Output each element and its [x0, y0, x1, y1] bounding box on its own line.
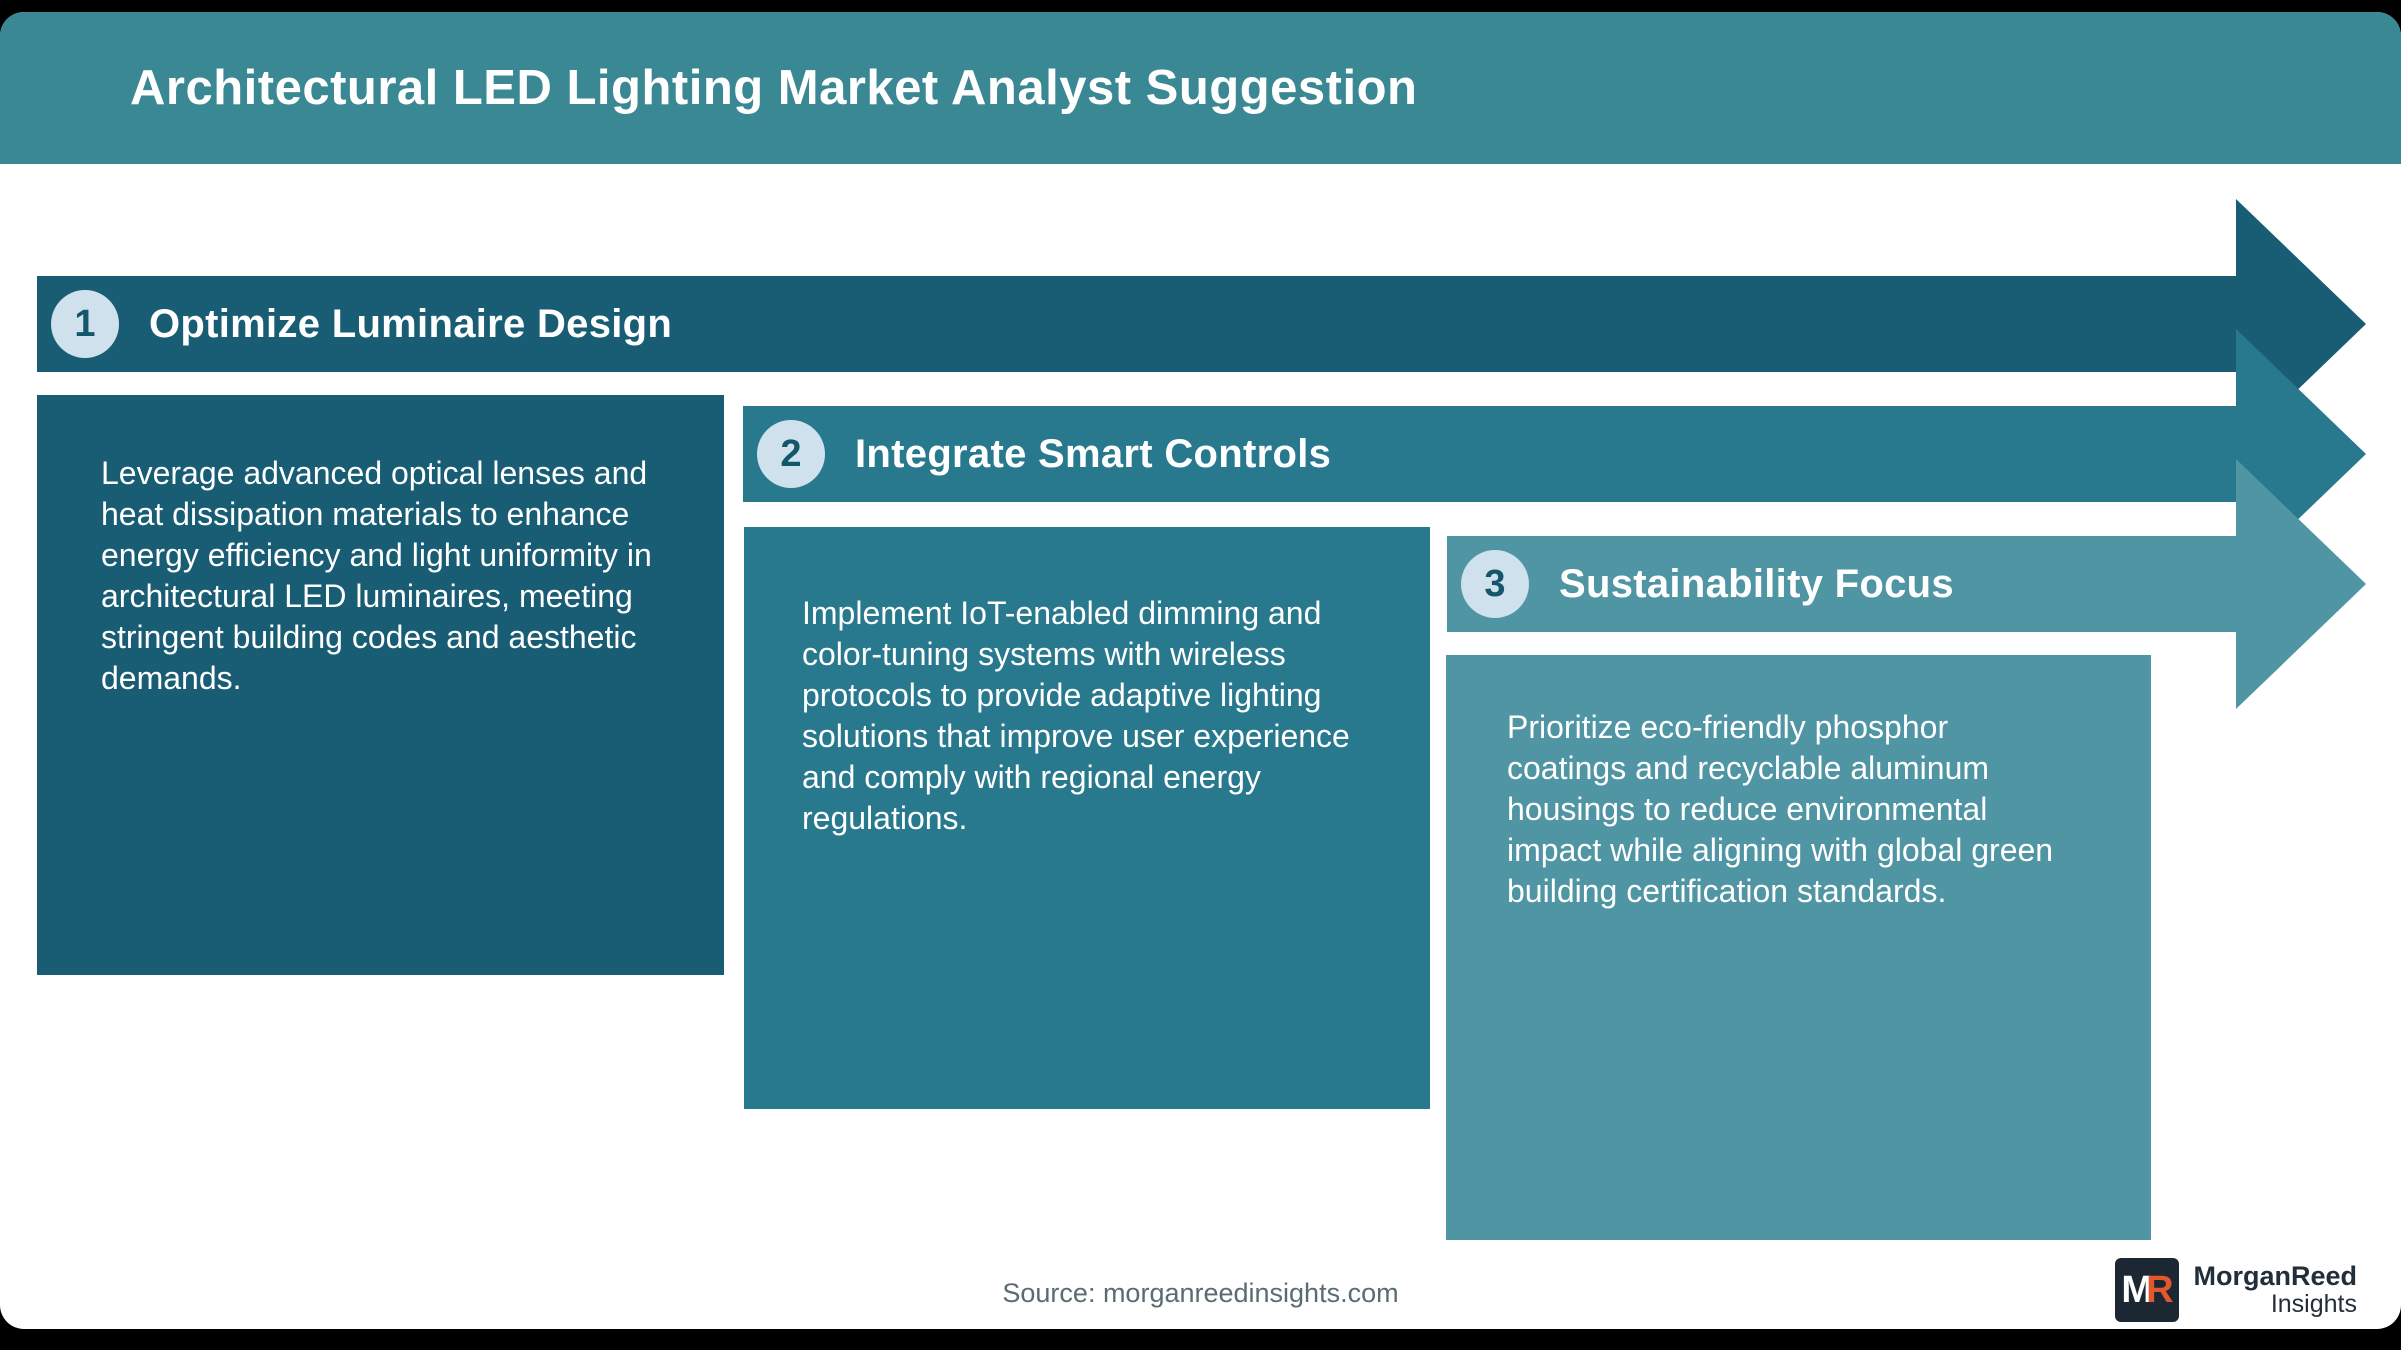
header-banner: Architectural LED Lighting Market Analys… — [0, 12, 2401, 164]
step-3-number: 3 — [1484, 562, 1506, 605]
source-text: Source: morganreedinsights.com — [1002, 1278, 1399, 1308]
step-2-arrow-band: 2 Integrate Smart Controls — [743, 406, 2236, 502]
logo-monogram-r: R — [2146, 1268, 2174, 1311]
brand-text: MorganReed Insights — [2193, 1260, 2357, 1319]
brand-logo: M R MorganReed Insights — [2115, 1258, 2357, 1322]
infographic-card: Architectural LED Lighting Market Analys… — [0, 12, 2401, 1329]
step-3-arrow-band: 3 Sustainability Focus — [1447, 536, 2236, 632]
logo-monogram-m: M — [2121, 1268, 2154, 1311]
step-3-number-badge: 3 — [1461, 550, 1529, 618]
step-2-description-box: Implement IoT-enabled dimming and color-… — [744, 527, 1430, 1109]
step-1-arrow-band: 1 Optimize Luminaire Design — [37, 276, 2236, 372]
step-1-number-badge: 1 — [51, 290, 119, 358]
step-2-number-badge: 2 — [757, 420, 825, 488]
step-2-description: Implement IoT-enabled dimming and color-… — [802, 595, 1350, 836]
brand-name: MorganReed — [2193, 1260, 2357, 1291]
step-2-number: 2 — [780, 432, 802, 475]
step-1-description: Leverage advanced optical lenses and hea… — [101, 455, 652, 696]
step-1-title: Optimize Luminaire Design — [149, 301, 673, 346]
brand-tagline: Insights — [2270, 1290, 2357, 1319]
step-1-number: 1 — [74, 302, 96, 345]
page-title: Architectural LED Lighting Market Analys… — [130, 61, 1418, 115]
step-3-title: Sustainability Focus — [1559, 561, 1954, 606]
step-3-description: Prioritize eco-friendly phosphor coating… — [1507, 709, 2054, 909]
step-2-title: Integrate Smart Controls — [855, 431, 1332, 476]
step-1-description-box: Leverage advanced optical lenses and hea… — [37, 395, 724, 975]
logo-mark-icon: M R — [2115, 1258, 2180, 1322]
step-3-description-box: Prioritize eco-friendly phosphor coating… — [1446, 655, 2151, 1240]
